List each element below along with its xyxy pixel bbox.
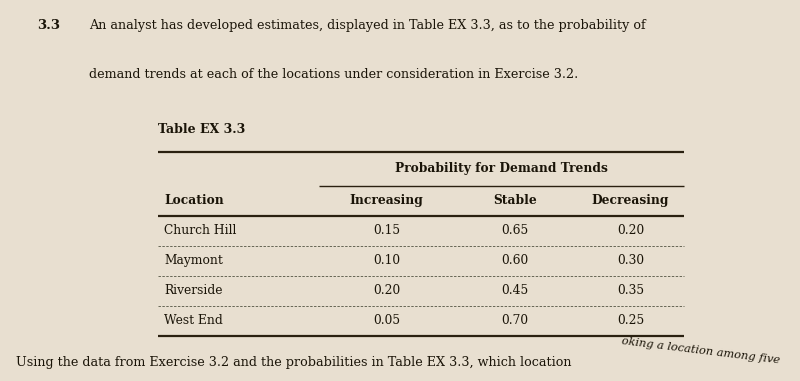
Text: demand trends at each of the locations under consideration in Exercise 3.2.: demand trends at each of the locations u… <box>89 68 578 81</box>
Text: 0.10: 0.10 <box>373 254 400 267</box>
Text: Location: Location <box>164 194 224 207</box>
Text: 0.60: 0.60 <box>502 254 529 267</box>
Text: Maymont: Maymont <box>164 254 223 267</box>
Text: 0.35: 0.35 <box>617 284 644 297</box>
Text: 0.05: 0.05 <box>373 314 400 327</box>
Text: oking a location among five: oking a location among five <box>621 336 780 365</box>
Text: Riverside: Riverside <box>164 284 222 297</box>
Text: 0.20: 0.20 <box>373 284 400 297</box>
Text: 0.65: 0.65 <box>502 224 529 237</box>
Text: Decreasing: Decreasing <box>592 194 669 207</box>
Text: Using the data from Exercise 3.2 and the probabilities in Table EX 3.3, which lo: Using the data from Exercise 3.2 and the… <box>16 356 571 369</box>
Text: 0.20: 0.20 <box>617 224 644 237</box>
Text: Church Hill: Church Hill <box>164 224 237 237</box>
Text: 0.70: 0.70 <box>502 314 529 327</box>
Text: An analyst has developed estimates, displayed in Table EX 3.3, as to the probabi: An analyst has developed estimates, disp… <box>89 19 646 32</box>
Text: West End: West End <box>164 314 223 327</box>
Text: 0.45: 0.45 <box>502 284 529 297</box>
Text: 0.25: 0.25 <box>617 314 644 327</box>
Text: Increasing: Increasing <box>350 194 423 207</box>
Text: 0.15: 0.15 <box>373 224 400 237</box>
Text: Stable: Stable <box>494 194 537 207</box>
Text: 0.30: 0.30 <box>617 254 644 267</box>
Text: 3.3: 3.3 <box>38 19 61 32</box>
Text: Probability for Demand Trends: Probability for Demand Trends <box>395 162 608 175</box>
Text: Table EX 3.3: Table EX 3.3 <box>158 123 246 136</box>
